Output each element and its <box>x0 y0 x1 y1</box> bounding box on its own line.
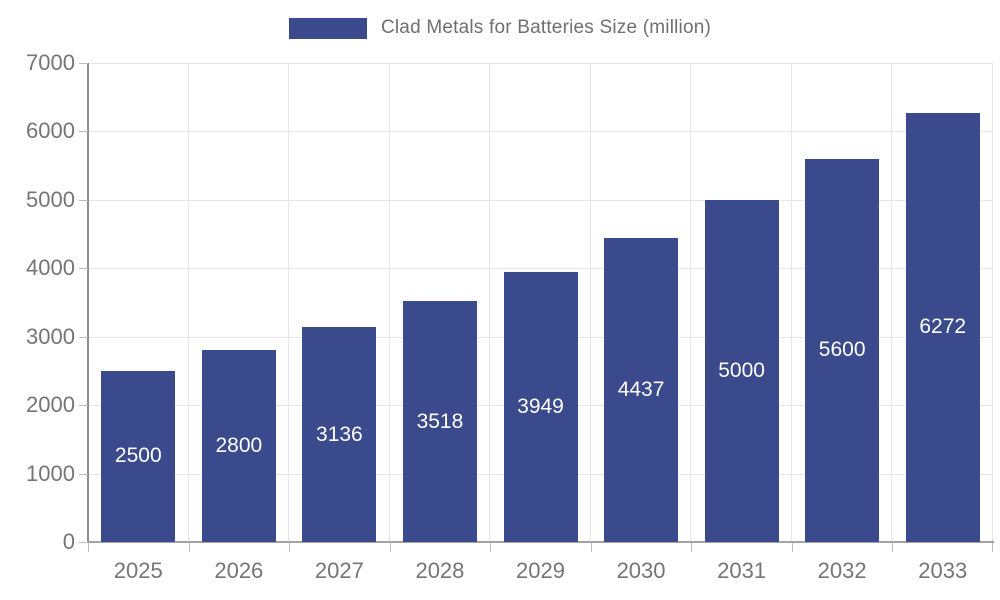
bar: 6272 <box>905 112 980 542</box>
bar: 3518 <box>402 301 477 542</box>
x-tick-label: 2026 <box>214 558 264 583</box>
y-tick-mark <box>79 473 88 475</box>
x-tick-mark <box>892 543 894 552</box>
v-gridline <box>891 63 893 542</box>
plot-area: 2500 2800 3136 3518 3949 4437 5000 5600 6272 <box>87 63 994 543</box>
x-tick-label: 2033 <box>918 558 968 583</box>
v-gridline <box>790 63 792 542</box>
bar-value-label: 3949 <box>517 394 564 418</box>
bar-value-label: 5000 <box>718 358 765 382</box>
bar-value-label: 3136 <box>316 422 363 446</box>
x-tick-mark <box>992 543 993 552</box>
y-tick-mark <box>79 542 88 543</box>
y-tick-label: 1000 <box>26 460 75 486</box>
h-gridline <box>88 199 993 201</box>
h-gridline <box>88 63 993 64</box>
x-tick-label: 2030 <box>616 558 666 583</box>
y-tick-label: 2000 <box>26 392 75 418</box>
x-tick-label: 2028 <box>415 558 465 583</box>
v-gridline <box>489 63 491 542</box>
v-gridline <box>288 63 290 542</box>
x-tick-mark <box>691 543 693 552</box>
h-gridline <box>88 131 993 133</box>
y-tick-label: 3000 <box>26 323 75 349</box>
x-tick-label: 2025 <box>113 558 163 583</box>
bar-value-label: 6272 <box>919 315 967 339</box>
y-tick-label: 6000 <box>26 118 75 144</box>
h-gridline <box>88 268 993 270</box>
y-tick-mark <box>79 199 88 201</box>
x-tick-mark <box>289 543 291 552</box>
bar-value-label: 3518 <box>416 409 464 433</box>
y-tick-mark <box>79 131 88 133</box>
x-tick-mark <box>791 543 793 552</box>
x-tick-mark <box>188 543 190 552</box>
v-gridline <box>388 63 390 542</box>
x-axis-line <box>87 541 994 543</box>
y-tick-mark <box>79 63 88 64</box>
y-axis-line <box>87 63 89 542</box>
bar: 3949 <box>503 271 578 542</box>
x-tick-mark <box>88 543 89 552</box>
y-tick-label: 5000 <box>26 186 75 212</box>
bar: 3136 <box>302 327 377 542</box>
bar: 2800 <box>201 350 276 542</box>
bar-value-label: 2800 <box>215 434 263 458</box>
x-tick-mark <box>590 543 592 552</box>
x-tick-mark <box>389 543 391 552</box>
x-tick-label: 2032 <box>817 558 867 583</box>
x-tick-label: 2027 <box>314 558 364 583</box>
bar-value-label: 5600 <box>818 338 866 362</box>
v-gridline <box>690 63 692 542</box>
legend-swatch-icon <box>288 17 367 39</box>
x-tick-mark <box>490 543 492 552</box>
bar: 2500 <box>101 370 176 542</box>
x-tick-label: 2031 <box>717 558 767 583</box>
bar: 5000 <box>704 199 779 542</box>
legend[interactable]: Clad Metals for Batteries Size (million) <box>0 17 1000 39</box>
y-tick-mark <box>79 405 88 407</box>
bar: 4437 <box>604 238 679 542</box>
x-tick-label: 2029 <box>516 558 565 583</box>
v-gridline <box>589 63 591 542</box>
v-gridline <box>187 63 189 542</box>
y-tick-mark <box>79 268 88 270</box>
bar-value-label: 2500 <box>114 444 162 468</box>
y-tick-label: 4000 <box>26 255 75 281</box>
y-tick-label: 0 <box>62 529 75 554</box>
bar: 5600 <box>805 158 880 542</box>
legend-label: Clad Metals for Batteries Size (million) <box>380 17 712 38</box>
y-tick-mark <box>79 336 88 338</box>
bar-value-label: 4437 <box>617 378 665 402</box>
v-gridline <box>992 63 993 542</box>
y-tick-label: 7000 <box>26 50 75 75</box>
